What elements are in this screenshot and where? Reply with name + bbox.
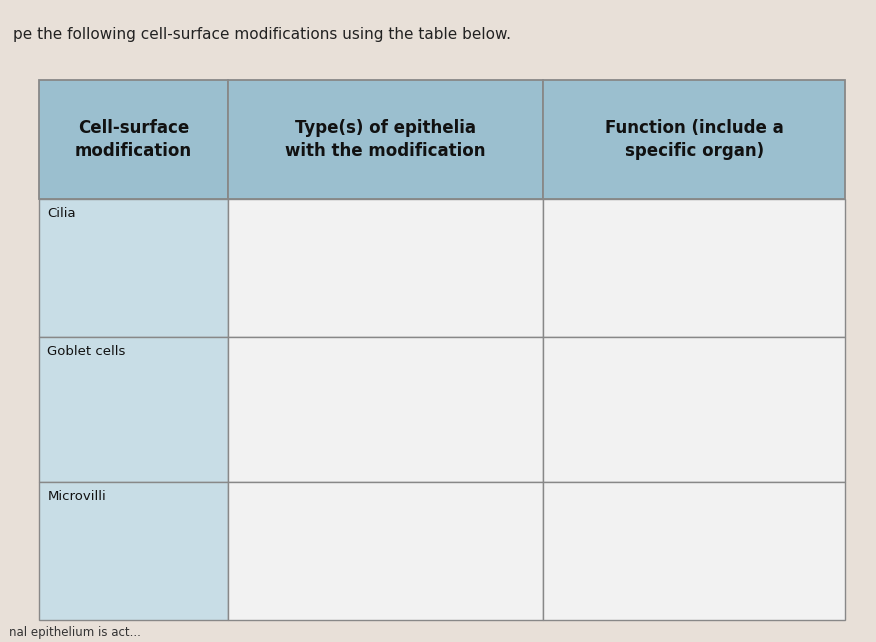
- Bar: [228, 337, 543, 482]
- Bar: [543, 337, 845, 482]
- Text: Cell-surface
modification: Cell-surface modification: [74, 119, 192, 160]
- Bar: [543, 482, 845, 620]
- Text: Cilia: Cilia: [47, 207, 76, 220]
- Text: Microvilli: Microvilli: [47, 490, 106, 503]
- Bar: [39, 482, 228, 620]
- Bar: [39, 80, 228, 199]
- Bar: [39, 199, 228, 337]
- Bar: [228, 199, 543, 337]
- Bar: [543, 80, 845, 199]
- Text: pe the following cell-surface modifications using the table below.: pe the following cell-surface modificati…: [13, 27, 511, 42]
- Bar: [228, 80, 543, 199]
- Bar: [228, 482, 543, 620]
- Bar: [543, 199, 845, 337]
- Text: Goblet cells: Goblet cells: [47, 345, 125, 358]
- Bar: [39, 337, 228, 482]
- Text: Type(s) of epithelia
with the modification: Type(s) of epithelia with the modificati…: [286, 119, 485, 160]
- Text: Function (include a
specific organ): Function (include a specific organ): [604, 119, 783, 160]
- Text: nal epithelium is act...: nal epithelium is act...: [9, 626, 141, 639]
